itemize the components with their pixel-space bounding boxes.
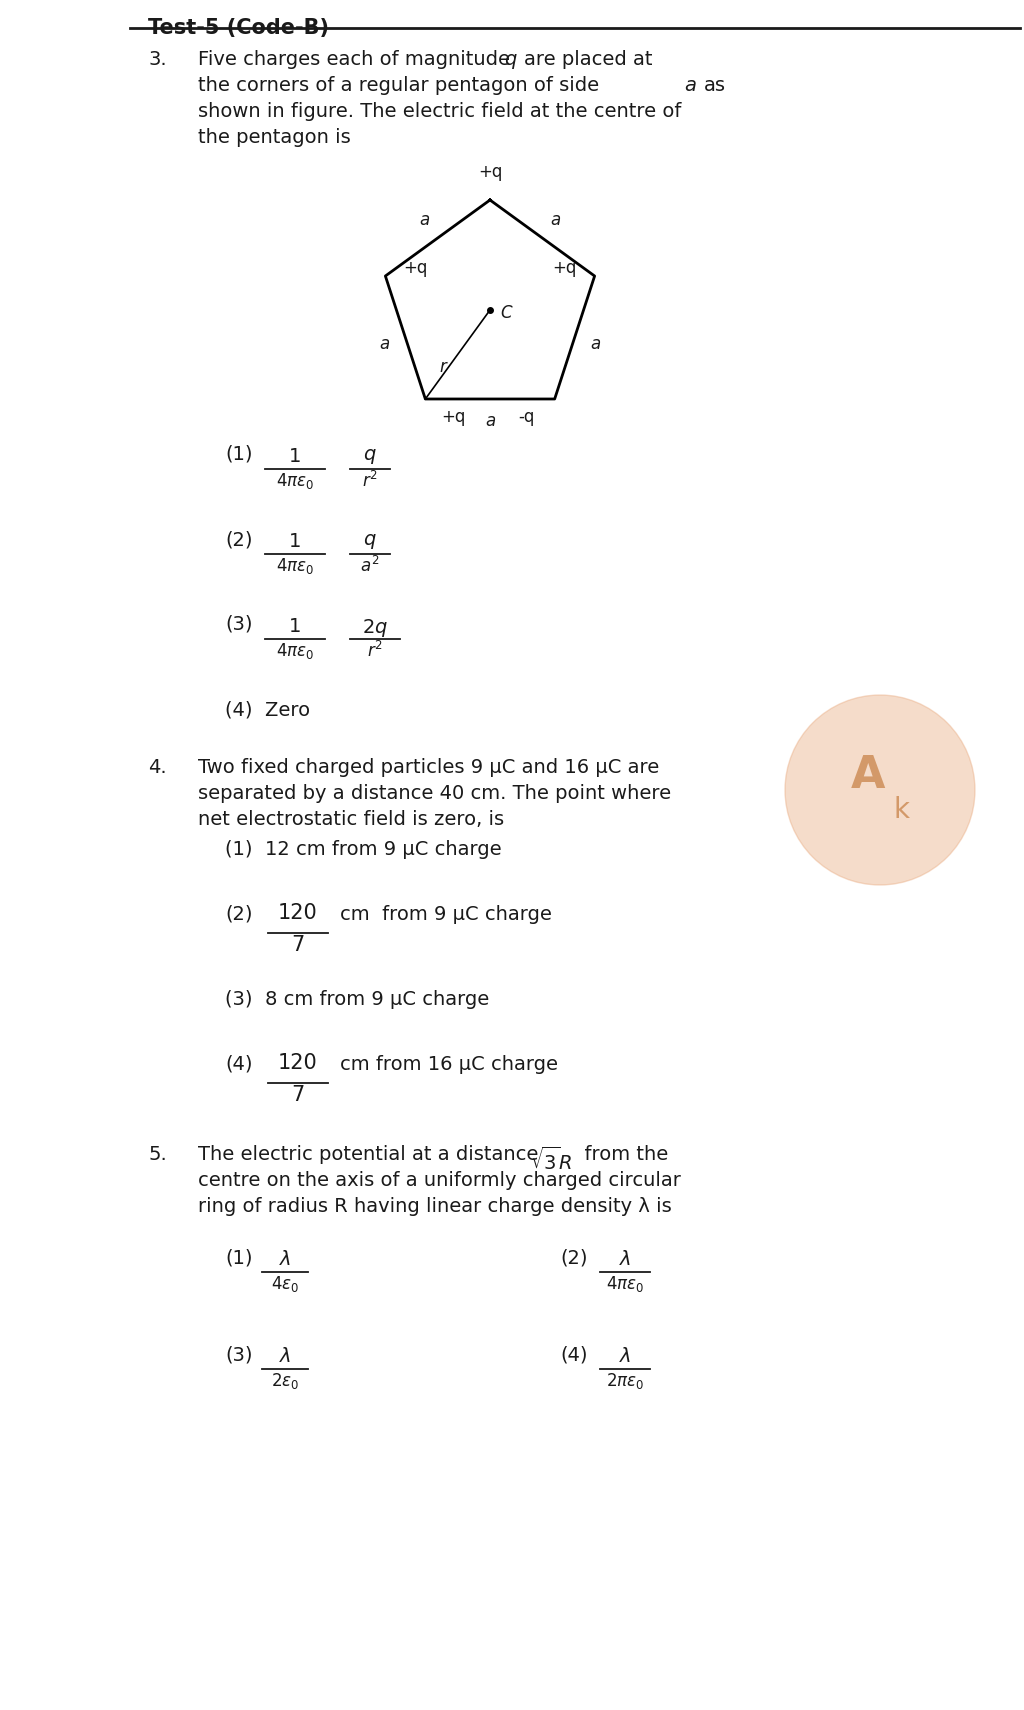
Text: Five charges each of magnitude: Five charges each of magnitude [198, 50, 510, 68]
Text: centre on the axis of a uniformly charged circular: centre on the axis of a uniformly charge… [198, 1171, 681, 1190]
Text: $\lambda$: $\lambda$ [279, 1250, 291, 1269]
Text: (3): (3) [225, 616, 253, 634]
Text: 1: 1 [289, 617, 301, 636]
Text: $4\pi\varepsilon_0$: $4\pi\varepsilon_0$ [606, 1274, 644, 1294]
Text: 1: 1 [289, 446, 301, 467]
Text: (4): (4) [225, 1055, 253, 1074]
Text: (2): (2) [560, 1248, 588, 1267]
Text: net electrostatic field is zero, is: net electrostatic field is zero, is [198, 811, 504, 829]
Text: $\lambda$: $\lambda$ [618, 1347, 631, 1366]
Text: The electric potential at a distance: The electric potential at a distance [198, 1146, 545, 1165]
Text: 120: 120 [279, 1053, 317, 1072]
Text: a: a [379, 335, 389, 354]
Text: $\sqrt{3}R$: $\sqrt{3}R$ [530, 1147, 572, 1175]
Text: (4)  Zero: (4) Zero [225, 699, 310, 718]
Text: a: a [550, 212, 560, 229]
Text: $4\varepsilon_0$: $4\varepsilon_0$ [271, 1274, 299, 1294]
Text: cm from 16 μC charge: cm from 16 μC charge [340, 1055, 558, 1074]
Text: (2): (2) [225, 905, 253, 923]
Text: 3.: 3. [148, 50, 167, 68]
Text: +q: +q [403, 258, 428, 277]
Text: the pentagon is: the pentagon is [198, 128, 351, 147]
Text: a: a [420, 212, 430, 229]
Text: (1)  12 cm from 9 μC charge: (1) 12 cm from 9 μC charge [225, 840, 502, 858]
Text: $a^2$: $a^2$ [360, 556, 380, 576]
Text: r: r [439, 359, 446, 376]
Text: a: a [591, 335, 601, 354]
Text: $2\pi\varepsilon_0$: $2\pi\varepsilon_0$ [606, 1371, 644, 1390]
Text: are placed at: are placed at [524, 50, 652, 68]
Text: $q$: $q$ [364, 446, 377, 467]
Text: $r^2$: $r^2$ [361, 470, 378, 491]
Text: a: a [485, 412, 496, 429]
Text: $4\pi\varepsilon_0$: $4\pi\varepsilon_0$ [275, 556, 314, 576]
Text: C: C [500, 304, 512, 321]
Text: 7: 7 [292, 1086, 304, 1105]
Text: 4.: 4. [148, 758, 167, 776]
Text: +q: +q [478, 162, 502, 181]
Text: $\lambda$: $\lambda$ [618, 1250, 631, 1269]
Text: from the: from the [572, 1146, 669, 1165]
Text: $4\pi\varepsilon_0$: $4\pi\varepsilon_0$ [275, 470, 314, 491]
Text: (1): (1) [225, 445, 253, 463]
Text: cm  from 9 μC charge: cm from 9 μC charge [340, 905, 552, 923]
Text: 7: 7 [292, 935, 304, 954]
Text: separated by a distance 40 cm. The point where: separated by a distance 40 cm. The point… [198, 783, 671, 804]
Text: 120: 120 [279, 903, 317, 923]
Text: $r^2$: $r^2$ [367, 641, 383, 662]
Text: $4\pi\varepsilon_0$: $4\pi\varepsilon_0$ [275, 641, 314, 662]
Text: the corners of a regular pentagon of side: the corners of a regular pentagon of sid… [198, 75, 599, 96]
Text: k: k [894, 795, 910, 824]
Text: $q$: $q$ [364, 532, 377, 551]
Text: (4): (4) [560, 1346, 588, 1365]
Text: +q: +q [552, 258, 577, 277]
Text: ring of radius R having linear charge density λ is: ring of radius R having linear charge de… [198, 1197, 672, 1216]
Text: $\lambda$: $\lambda$ [279, 1347, 291, 1366]
Text: -q: -q [518, 409, 535, 426]
Text: (1): (1) [225, 1248, 253, 1267]
Text: +q: +q [441, 409, 466, 426]
Text: $2\varepsilon_0$: $2\varepsilon_0$ [271, 1371, 299, 1390]
Text: (3)  8 cm from 9 μC charge: (3) 8 cm from 9 μC charge [225, 990, 489, 1009]
Text: $2q$: $2q$ [361, 617, 388, 640]
Text: Test-5 (Code-B): Test-5 (Code-B) [148, 19, 329, 38]
Circle shape [785, 694, 975, 886]
Text: 1: 1 [289, 532, 301, 551]
Text: as: as [705, 75, 726, 96]
Text: 5.: 5. [148, 1146, 167, 1165]
Text: Two fixed charged particles 9 μC and 16 μC are: Two fixed charged particles 9 μC and 16 … [198, 758, 659, 776]
Text: (2): (2) [225, 530, 253, 549]
Text: q: q [504, 50, 516, 68]
Text: shown in figure. The electric field at the centre of: shown in figure. The electric field at t… [198, 103, 681, 121]
Text: (3): (3) [225, 1346, 253, 1365]
Text: a: a [684, 75, 696, 96]
Text: A: A [851, 754, 886, 797]
